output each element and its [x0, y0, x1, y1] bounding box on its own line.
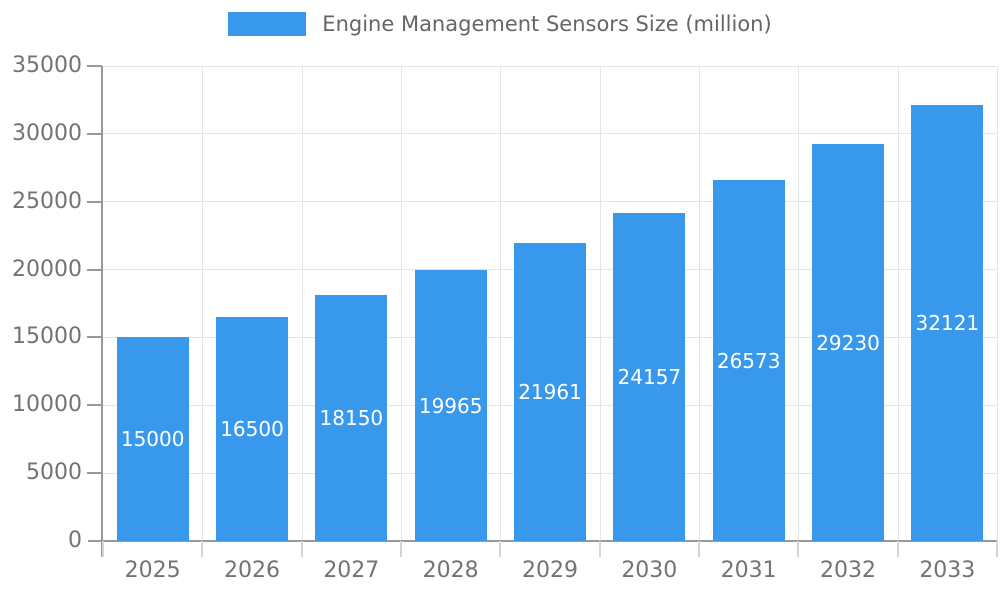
- legend-label[interactable]: Engine Management Sensors Size (million): [322, 12, 772, 36]
- x-axis-tick: [996, 541, 998, 557]
- y-axis-tick: [87, 200, 102, 203]
- x-axis-tick-label: 2031: [720, 558, 777, 583]
- y-axis-tick-label: 25000: [12, 188, 82, 214]
- x-axis-tick: [698, 541, 700, 557]
- x-axis-tick-label: 2032: [819, 558, 876, 583]
- bar-value-label: 19965: [418, 393, 483, 418]
- x-axis-tick-label: 2033: [919, 558, 976, 583]
- x-axis-tick: [300, 541, 303, 557]
- y-axis-tick-label: 30000: [12, 120, 82, 146]
- y-axis-tick: [87, 132, 102, 135]
- bar: 29230: [812, 144, 884, 541]
- bar-value-label: 32121: [915, 311, 980, 336]
- x-axis-tick: [499, 541, 502, 557]
- v-gridline: [798, 66, 800, 541]
- chart-legend: Engine Management Sensors Size (million): [0, 12, 1000, 36]
- bar: 16500: [216, 317, 288, 541]
- x-axis-tick-label: 2028: [422, 558, 479, 583]
- x-axis-tick: [400, 541, 402, 557]
- v-gridline: [500, 66, 502, 541]
- h-gridline: [103, 201, 997, 203]
- y-axis-tick: [87, 65, 102, 67]
- y-axis-tick: [87, 404, 102, 407]
- bar-value-label: 24157: [617, 365, 682, 390]
- v-gridline: [599, 66, 601, 541]
- v-gridline: [699, 66, 700, 541]
- bar: 19965: [414, 270, 487, 541]
- bar: 24157: [613, 213, 686, 541]
- y-axis-tick-label: 20000: [12, 256, 82, 282]
- x-axis-tick-label: 2030: [621, 558, 678, 583]
- bar: 15000: [116, 337, 189, 541]
- bar-value-label: 26573: [716, 348, 781, 373]
- bar: 18150: [315, 294, 388, 541]
- y-axis-tick-label: 10000: [12, 392, 82, 418]
- v-gridline: [997, 66, 998, 541]
- y-axis-tick: [87, 472, 102, 475]
- x-axis-tick: [896, 541, 899, 557]
- v-gridline: [401, 66, 402, 541]
- v-gridline: [202, 66, 204, 541]
- bar: 32121: [911, 105, 984, 541]
- bar-value-label: 21961: [518, 379, 582, 404]
- x-axis-tick: [598, 541, 601, 557]
- x-axis-tick-label: 2029: [521, 558, 578, 583]
- y-axis-tick-label: 5000: [26, 460, 82, 486]
- bar-value-label: 29230: [816, 330, 880, 355]
- x-axis-tick-label: 2025: [124, 558, 181, 583]
- bar: 26573: [712, 180, 785, 541]
- h-gridline: [103, 65, 997, 67]
- x-axis-line: [88, 540, 997, 542]
- x-axis-tick: [102, 541, 104, 557]
- x-axis-tick-label: 2027: [323, 558, 380, 583]
- bar-value-label: 15000: [120, 427, 185, 452]
- x-axis-tick-label: 2026: [223, 558, 280, 583]
- y-axis-tick: [87, 268, 102, 271]
- y-axis-tick-label: 15000: [12, 324, 82, 350]
- y-axis-tick-label: 35000: [12, 53, 82, 78]
- y-axis-tick: [87, 336, 102, 339]
- bar: 21961: [514, 242, 586, 541]
- bar-value-label: 18150: [319, 405, 384, 430]
- legend-swatch-icon[interactable]: [228, 12, 307, 36]
- x-axis-tick: [797, 541, 800, 557]
- v-gridline: [301, 66, 303, 541]
- h-gridline: [103, 133, 997, 135]
- bar-value-label: 16500: [220, 417, 284, 442]
- y-axis-tick-label: 0: [68, 528, 82, 553]
- v-gridline: [897, 66, 899, 541]
- x-axis-tick: [201, 541, 204, 557]
- y-axis-line: [101, 66, 103, 557]
